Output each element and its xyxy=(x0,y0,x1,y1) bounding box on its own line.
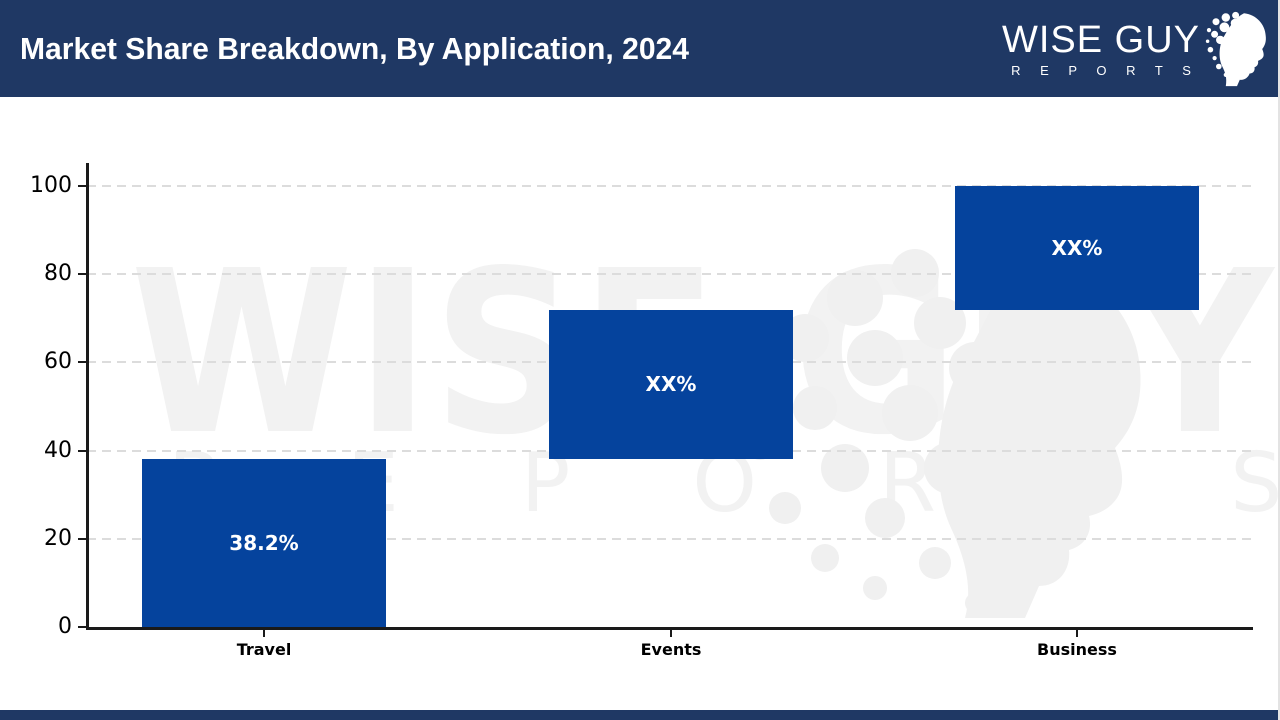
y-tick-label: 80 xyxy=(44,261,72,287)
y-axis-tick xyxy=(78,185,86,187)
y-axis-tick xyxy=(78,626,86,628)
header: Market Share Breakdown, By Application, … xyxy=(0,0,1278,97)
bar-value-label: XX% xyxy=(1051,236,1103,261)
category-label-travel: Travel xyxy=(236,640,292,659)
gridline xyxy=(87,537,1253,540)
logo-wordmark: WISE GUY xyxy=(1001,18,1200,61)
y-axis-tick xyxy=(78,449,86,452)
x-axis-tick xyxy=(263,630,265,637)
y-tick-label: 40 xyxy=(44,437,72,463)
y-axis-tick xyxy=(78,361,86,364)
x-axis-tick xyxy=(670,630,672,637)
logo-subtext: R E P O R T S xyxy=(1011,62,1199,78)
y-axis-tick xyxy=(78,273,86,276)
chart-title: Market Share Breakdown, By Application, … xyxy=(20,31,690,66)
y-tick-label: 100 xyxy=(30,173,72,198)
bar-value-label: 38.2% xyxy=(229,530,299,555)
footer-bar xyxy=(0,710,1278,720)
category-label-events: Events xyxy=(640,640,702,659)
y-axis-tick xyxy=(78,537,86,540)
y-tick-label: 0 xyxy=(58,614,72,639)
bar-events xyxy=(549,310,793,459)
gridline xyxy=(87,273,1253,276)
category-label-business: Business xyxy=(1037,640,1117,659)
x-axis-tick xyxy=(1076,630,1078,637)
watermark-face-icon xyxy=(747,249,1141,618)
y-tick-label: 20 xyxy=(44,525,72,551)
x-axis-line xyxy=(86,627,1253,630)
bar-value-label: XX% xyxy=(645,372,697,397)
gridline xyxy=(87,185,1253,187)
y-axis-line xyxy=(86,163,89,630)
logo-text: WISE GUY R E P O R T S xyxy=(1002,20,1200,78)
bar-business xyxy=(955,186,1199,311)
logo-face-icon xyxy=(1205,11,1266,86)
y-tick-label: 60 xyxy=(44,349,72,375)
bar-travel xyxy=(142,458,386,627)
brand-logo: WISE GUY R E P O R T S xyxy=(1002,6,1272,91)
